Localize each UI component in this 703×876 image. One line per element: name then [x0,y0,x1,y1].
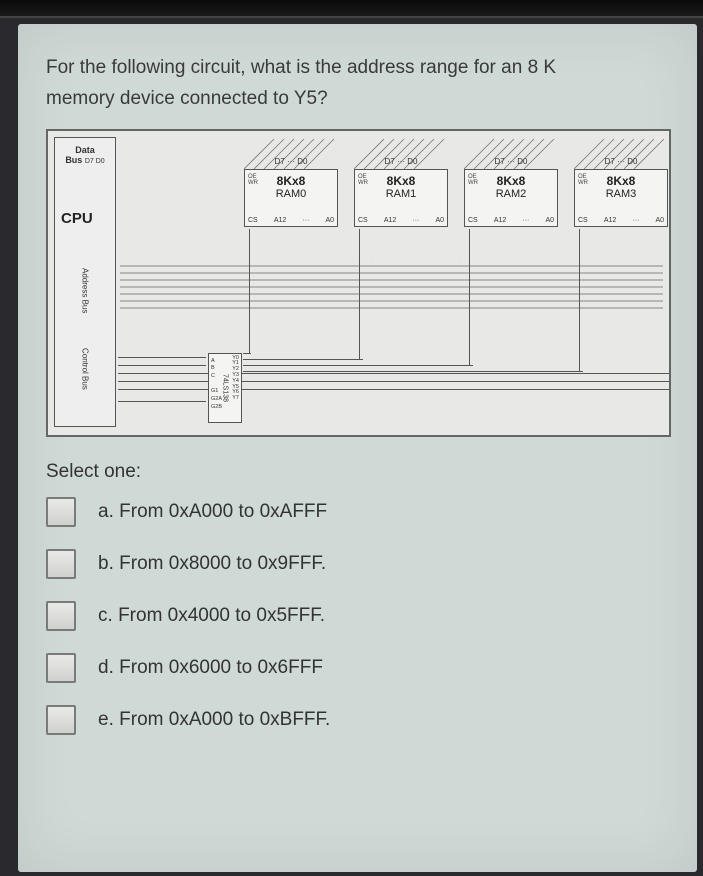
checkbox-e[interactable] [46,705,76,735]
ram3-side: OEWR [578,174,588,186]
ram3-top: D7 ··· D0 [575,157,667,166]
ram3-pins: CSA12···A0 [578,217,664,224]
select-one-label: Select one: [46,461,671,483]
option-b[interactable]: b. From 0x8000 to 0x9FFF. [46,549,671,579]
ram1-chip: D7 ··· D0 OEWR 8Kx8 RAM1 CSA12···A0 [354,169,448,227]
control-line-2 [118,381,671,382]
dec-in-g [118,401,206,402]
decoder-part: 74LS138 [222,374,229,402]
device-bezel [0,0,703,18]
option-c-text: c. From 0x4000 to 0x5FFF. [98,605,325,627]
ram3-chip: D7 ··· D0 OEWR 8Kx8 RAM3 CSA12···A0 [574,169,668,227]
checkbox-a[interactable] [46,497,76,527]
y3-stub [243,371,583,372]
control-line-1 [118,373,671,374]
cs-wire-ram2 [469,229,470,365]
y1-stub [243,359,363,360]
ram1-top: D7 ··· D0 [355,157,447,166]
question-text: For the following circuit, what is the a… [46,52,671,115]
option-e[interactable]: e. From 0xA000 to 0xBFFF. [46,705,671,735]
cpu-d-range: D7 D0 [85,158,105,165]
option-c[interactable]: c. From 0x4000 to 0x5FFF. [46,601,671,631]
ram0-name: RAM0 [245,188,337,200]
checkbox-c[interactable] [46,601,76,631]
dec-in-a [118,357,206,358]
ram2-top: D7 ··· D0 [465,157,557,166]
question-line-1: For the following circuit, what is the a… [46,57,556,78]
checkbox-b[interactable] [46,549,76,579]
ram0-top: D7 ··· D0 [245,157,337,166]
control-line-3 [118,389,671,390]
ram2-pins: CSA12···A0 [468,217,554,224]
option-d-text: d. From 0x6000 to 0x6FFF [98,657,323,679]
circuit-diagram: Data Bus D7 D0 CPU Address Bus Control B… [46,129,671,437]
ram1-pins: CSA12···A0 [358,217,444,224]
ram2-chip: D7 ··· D0 OEWR 8Kx8 RAM2 CSA12···A0 [464,169,558,227]
ram1-side: OEWR [358,174,368,186]
cpu-data-bus-label: Data Bus D7 D0 [55,138,115,166]
y2-stub [243,365,473,366]
ram3-name: RAM3 [575,188,667,200]
dec-in-b [118,365,206,366]
option-a-text: a. From 0xA000 to 0xAFFF [98,501,327,523]
cs-wire-ram0 [249,229,250,353]
cpu-control-bus-label: Control Bus [81,348,90,390]
cpu-address-bus-label: Address Bus [81,268,90,313]
ram0-size: 8Kx8 [245,170,337,188]
cs-wire-ram1 [359,229,360,359]
option-d[interactable]: d. From 0x6000 to 0x6FFF [46,653,671,683]
ram1-name: RAM1 [355,188,447,200]
option-e-text: e. From 0xA000 to 0xBFFF. [98,709,330,731]
ram2-size: 8Kx8 [465,170,557,188]
question-line-2: memory device connected to Y5? [46,88,328,109]
decoder-74ls138: 74LS138 A B C G1 G2A G2B Y0 Y1 Y2 Y3 Y4 … [208,353,242,423]
cpu-bus: Bus [65,155,82,165]
ram0-chip: D7 ··· D0 OEWR 8Kx8 RAM0 CSA12···A0 [244,169,338,227]
ram2-name: RAM2 [465,188,557,200]
checkbox-d[interactable] [46,653,76,683]
ram1-size: 8Kx8 [355,170,447,188]
option-b-text: b. From 0x8000 to 0x9FFF. [98,553,326,575]
cpu-data: Data [75,145,95,155]
option-a[interactable]: a. From 0xA000 to 0xAFFF [46,497,671,527]
cpu-block: Data Bus D7 D0 CPU Address Bus Control B… [54,137,116,427]
ram0-side: OEWR [248,174,258,186]
ram0-pins: CSA12···A0 [248,217,334,224]
question-card: For the following circuit, what is the a… [18,24,697,872]
y0-stub [243,353,251,354]
ram3-size: 8Kx8 [575,170,667,188]
address-bus-lines [120,261,663,331]
decoder-left-pins: A B C G1 G2A G2B [211,358,222,412]
cpu-label: CPU [61,210,93,227]
cs-wire-ram3 [579,229,580,371]
ram2-side: OEWR [468,174,478,186]
decoder-right-pins: Y0 Y1 Y2 Y3 Y4 Y5 Y6 Y7 [232,356,239,402]
